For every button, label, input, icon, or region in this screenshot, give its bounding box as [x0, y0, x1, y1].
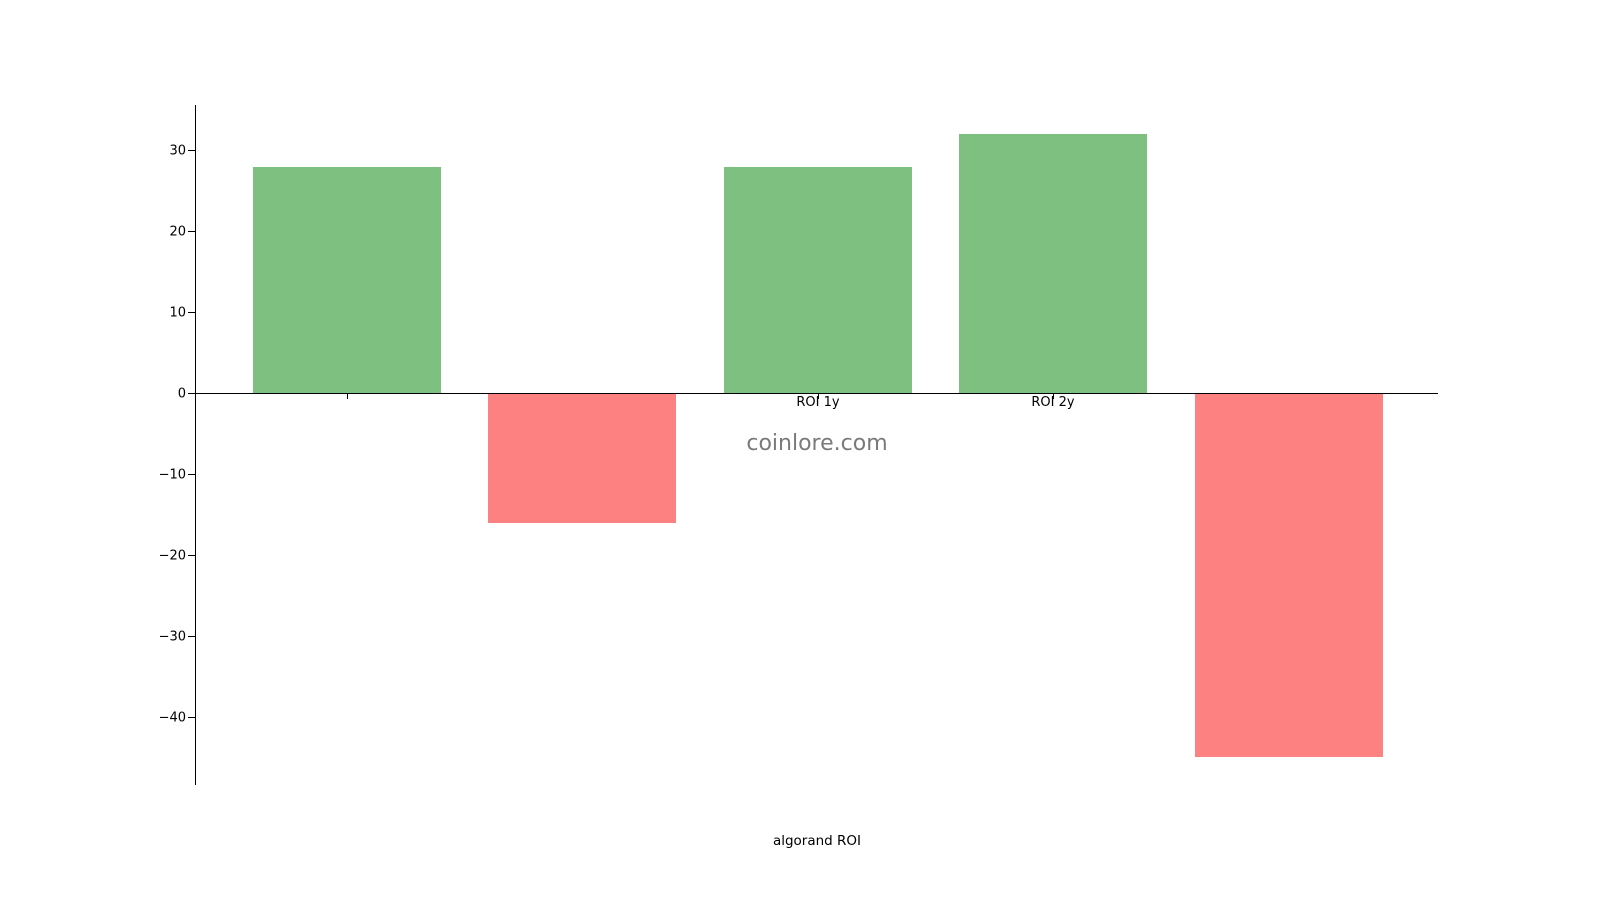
- x-tick-label: ROI 2y: [1031, 395, 1075, 410]
- x-tick: [347, 393, 348, 399]
- y-tick-label: 20: [169, 224, 186, 239]
- bar-roi-2y: [959, 134, 1147, 393]
- bar-unlabeled-5: [1195, 393, 1383, 757]
- y-tick: [188, 231, 195, 232]
- x-tick: [1053, 393, 1054, 399]
- y-tick: [188, 555, 195, 556]
- bar-unlabeled-2: [488, 393, 676, 523]
- y-tick-label: 10: [169, 305, 186, 320]
- y-tick: [188, 312, 195, 313]
- y-tick-label: −10: [158, 467, 186, 482]
- x-axis-title: algorand ROI: [772, 833, 862, 849]
- x-axis-zero-line: [195, 393, 1438, 394]
- y-tick-label: −30: [158, 629, 186, 644]
- y-tick: [188, 717, 195, 718]
- bar-roi-1y: [724, 167, 912, 394]
- y-tick-label: 0: [177, 386, 186, 401]
- y-tick-label: 30: [169, 143, 186, 158]
- x-tick-label: ROI 1y: [796, 395, 840, 410]
- y-tick-label: −20: [158, 548, 186, 563]
- watermark: coinlore.com: [746, 431, 888, 456]
- y-tick: [188, 393, 195, 394]
- y-tick-label: −40: [158, 710, 186, 725]
- y-tick: [188, 636, 195, 637]
- y-axis-spine: [195, 105, 196, 785]
- y-tick: [188, 150, 195, 151]
- bar-unlabeled-1: [253, 167, 441, 394]
- x-tick: [818, 393, 819, 399]
- y-tick: [188, 474, 195, 475]
